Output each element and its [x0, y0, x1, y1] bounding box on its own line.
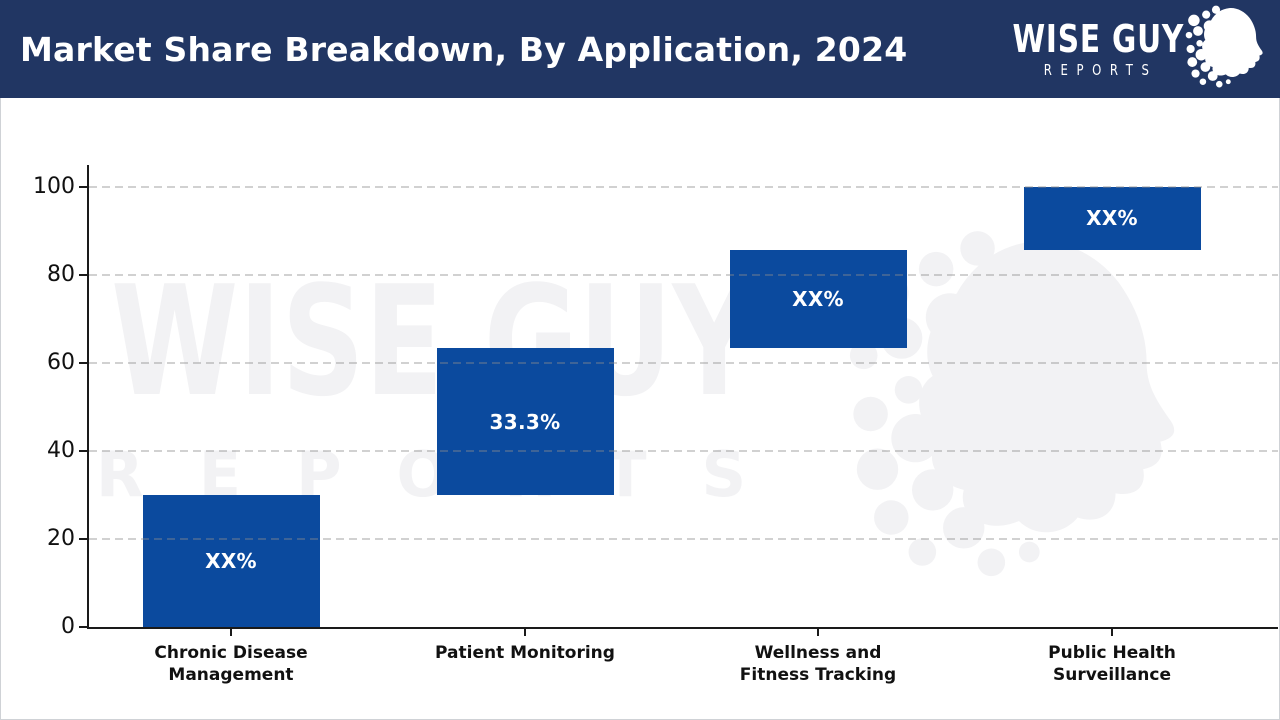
watermark-text: WISE GUY — [111, 253, 757, 430]
bar: XX% — [729, 249, 907, 349]
bar-value-label: 33.3% — [489, 409, 561, 434]
y-tick-label: 40 — [47, 438, 75, 463]
gridline — [89, 186, 1278, 188]
y-tick-mark — [79, 186, 87, 188]
gridline — [89, 362, 1278, 364]
logo-wordmark-main: WISE GUY — [1012, 16, 1184, 61]
x-tick-mark — [524, 629, 526, 636]
x-tick-mark — [1111, 629, 1113, 636]
x-category-label: Patient Monitoring — [400, 642, 650, 664]
y-tick-mark — [79, 626, 87, 628]
header-bar: Market Share Breakdown, By Application, … — [0, 0, 1280, 98]
logo-wordmark: WISE GUY REPORTS — [1012, 20, 1184, 79]
brand-logo: WISE GUY REPORTS — [964, 4, 1266, 94]
x-category-label-line: Management — [168, 665, 294, 685]
x-category-label: Chronic Disease Management — [106, 642, 356, 686]
x-category-label-line: Public Health — [1048, 643, 1176, 663]
logo-face-icon — [1185, 5, 1263, 88]
x-category-label-line: Chronic Disease — [154, 643, 308, 663]
x-category-label: Public Health Surveillance — [987, 642, 1237, 686]
gridline — [89, 450, 1278, 452]
gridline — [89, 538, 1278, 540]
bar: 33.3% — [436, 348, 614, 495]
bar: XX% — [1023, 187, 1201, 250]
gridline — [89, 274, 1278, 276]
x-tick-mark — [817, 629, 819, 636]
x-category-label-line: Patient Monitoring — [435, 643, 615, 663]
bar-value-label: XX% — [205, 549, 257, 573]
y-tick-label: 80 — [47, 262, 75, 287]
y-tick-label: 0 — [61, 614, 75, 639]
y-axis-line — [87, 165, 89, 629]
x-category-label-line: Fitness Tracking — [739, 665, 897, 685]
bar-value-label: XX% — [1086, 206, 1138, 231]
x-category-label-line: Surveillance — [1052, 665, 1171, 685]
y-tick-label: 60 — [47, 350, 75, 375]
y-tick-mark — [79, 362, 87, 364]
x-category-label-line: Wellness and — [754, 643, 882, 663]
y-tick-label: 20 — [47, 526, 75, 551]
y-tick-label: 100 — [33, 174, 75, 199]
x-category-label: Wellness and Fitness Tracking — [693, 642, 943, 686]
x-tick-mark — [230, 629, 232, 636]
y-tick-mark — [79, 538, 87, 540]
chart-area: WISE GUY REPORTS XX%33.3%XX%XX% 02040608… — [0, 98, 1280, 720]
bar: XX% — [142, 495, 320, 627]
y-tick-mark — [79, 450, 87, 452]
page-title: Market Share Breakdown, By Application, … — [20, 29, 908, 69]
x-axis-line — [87, 627, 1278, 629]
logo-wordmark-sub: REPORTS — [1043, 60, 1158, 79]
bar-value-label: XX% — [792, 287, 844, 312]
y-tick-mark — [79, 274, 87, 276]
